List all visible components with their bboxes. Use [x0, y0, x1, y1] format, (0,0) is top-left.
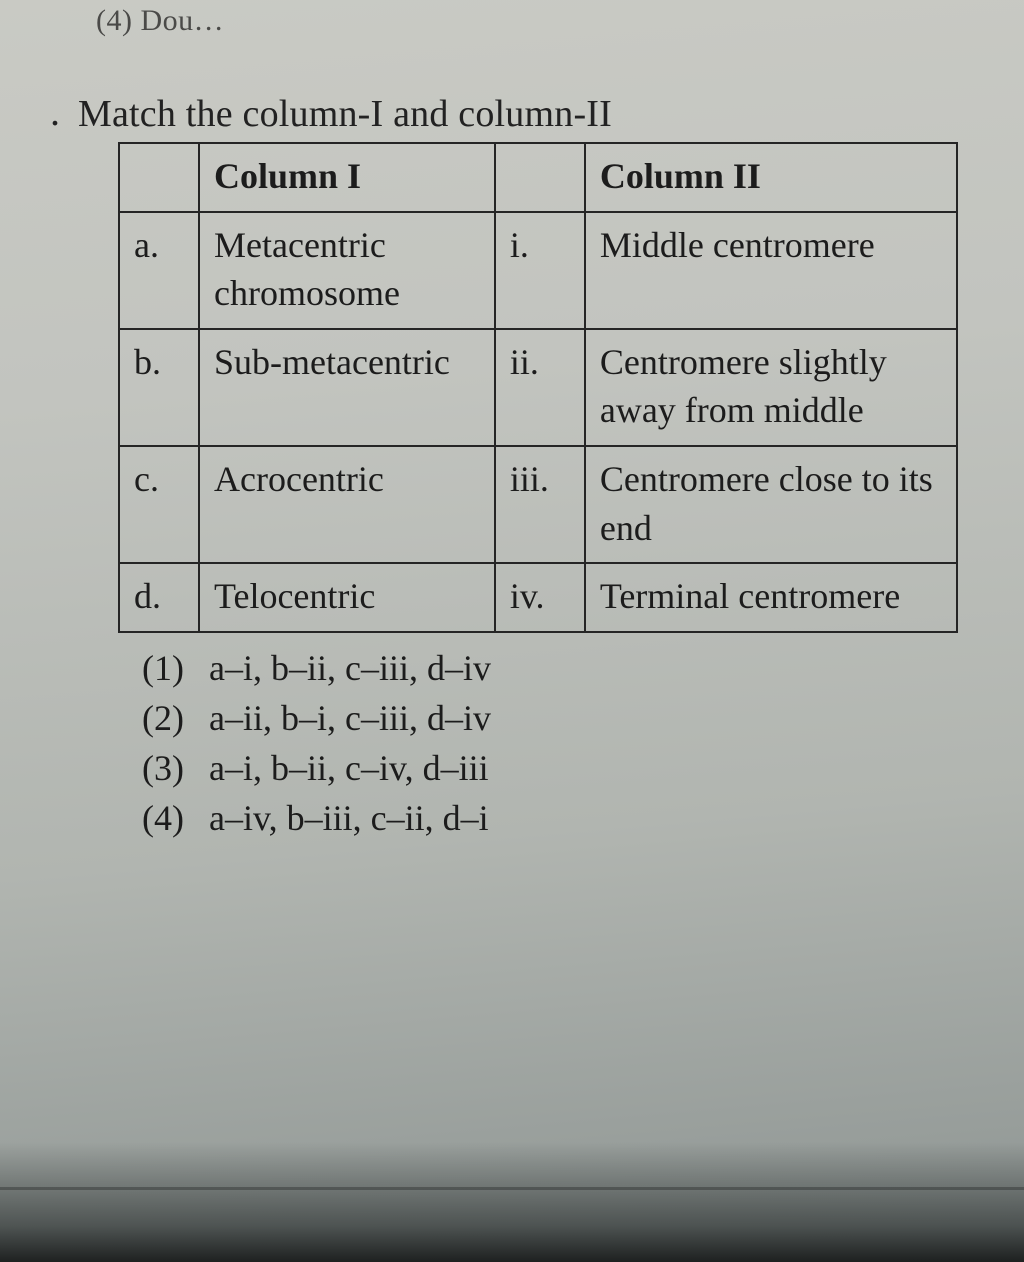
table-row: b. Sub-metacentric ii. Centromere slight…	[119, 329, 957, 446]
row-col1: Acrocentric	[199, 446, 495, 563]
bullet-icon: .	[50, 92, 60, 132]
match-table: Column I Column II a. Metacentric chromo…	[118, 142, 958, 633]
header-column-2: Column II	[585, 143, 957, 212]
option-4: (4) a–iv, b–iii, c–ii, d–i	[142, 793, 964, 843]
option-1: (1) a–i, b–ii, c–iii, d–iv	[142, 643, 964, 693]
option-text: a–i, b–ii, c–iv, d–iii	[209, 748, 489, 788]
header-blank-2	[495, 143, 585, 212]
option-number: (3)	[142, 747, 200, 789]
question-prompt: Match the column-I and column-II	[78, 92, 612, 136]
table-row: c. Acrocentric iii. Centromere close to …	[119, 446, 957, 563]
question-prompt-row: . Match the column-I and column-II	[90, 92, 964, 136]
row-letter: c.	[119, 446, 199, 563]
row-letter: b.	[119, 329, 199, 446]
option-text: a–ii, b–i, c–iii, d–iv	[209, 698, 491, 738]
page-edge-line	[0, 1187, 1024, 1190]
row-roman: ii.	[495, 329, 585, 446]
row-roman: iii.	[495, 446, 585, 563]
bottom-vignette	[0, 1142, 1024, 1262]
header-blank-1	[119, 143, 199, 212]
option-text: a–i, b–ii, c–iii, d–iv	[209, 648, 491, 688]
row-col1: Telocentric	[199, 563, 495, 632]
table-header-row: Column I Column II	[119, 143, 957, 212]
row-letter: a.	[119, 212, 199, 329]
page: (4) Dou… . Match the column-I and column…	[0, 0, 1024, 843]
row-col2: Terminal centromere	[585, 563, 957, 632]
row-roman: i.	[495, 212, 585, 329]
row-col2: Centromere slightly away from middle	[585, 329, 957, 446]
row-col1: Metacentric chromosome	[199, 212, 495, 329]
option-number: (4)	[142, 797, 200, 839]
option-3: (3) a–i, b–ii, c–iv, d–iii	[142, 743, 964, 793]
row-letter: d.	[119, 563, 199, 632]
answer-options: (1) a–i, b–ii, c–iii, d–iv (2) a–ii, b–i…	[142, 643, 964, 843]
option-number: (2)	[142, 697, 200, 739]
table-row: a. Metacentric chromosome i. Middle cent…	[119, 212, 957, 329]
cutoff-prev-question: (4) Dou…	[90, 0, 964, 38]
option-text: a–iv, b–iii, c–ii, d–i	[209, 798, 489, 838]
table-row: d. Telocentric iv. Terminal centromere	[119, 563, 957, 632]
option-number: (1)	[142, 647, 200, 689]
row-col1: Sub-metacentric	[199, 329, 495, 446]
option-2: (2) a–ii, b–i, c–iii, d–iv	[142, 693, 964, 743]
header-column-1: Column I	[199, 143, 495, 212]
row-roman: iv.	[495, 563, 585, 632]
row-col2: Centromere close to its end	[585, 446, 957, 563]
row-col2: Middle centromere	[585, 212, 957, 329]
